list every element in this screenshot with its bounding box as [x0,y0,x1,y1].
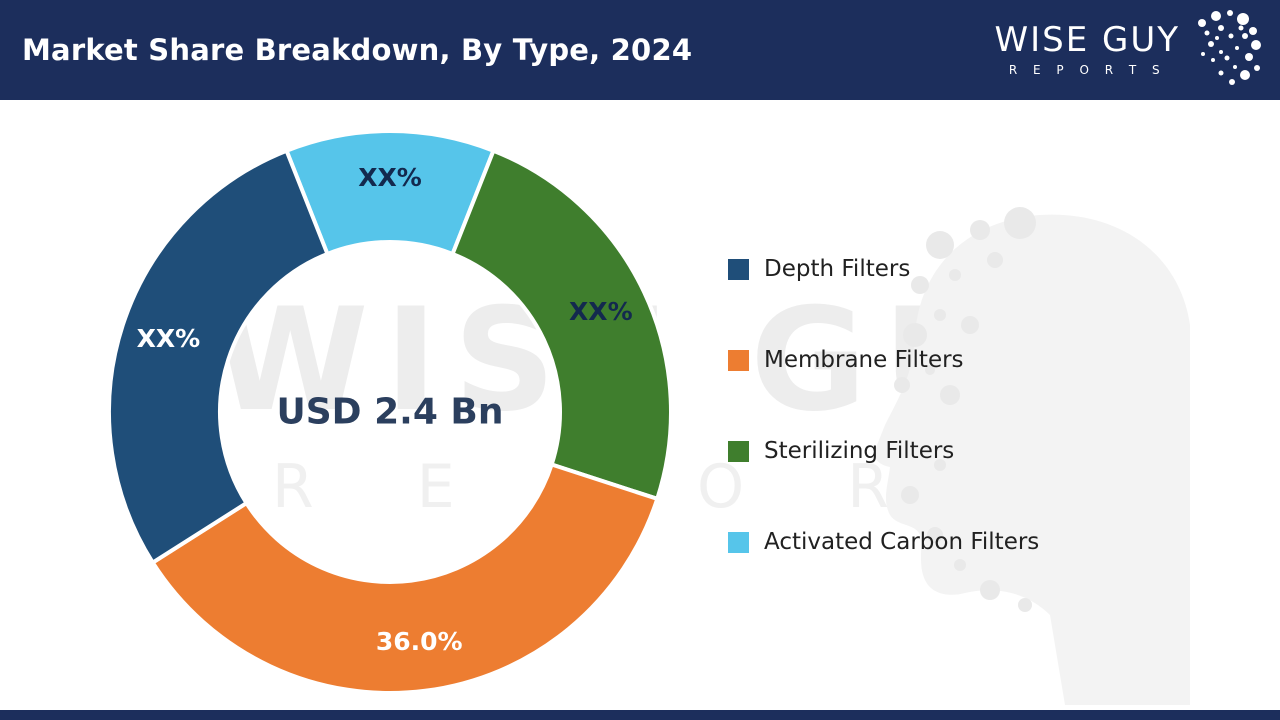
legend-item-depth-filters: Depth Filters [728,258,1039,281]
legend-label: Activated Carbon Filters [764,529,1040,555]
legend-item-sterilizing-filters: Sterilizing Filters [728,440,1039,463]
legend-swatch-depth-filters [728,259,749,280]
donut-slice [150,462,660,695]
legend-label: Membrane Filters [764,347,964,373]
slice-label: XX% [358,163,422,192]
logo-head-dots-icon [1198,10,1261,85]
legend-label: Depth Filters [764,256,911,282]
page-title: Market Share Breakdown, By Type, 2024 [22,33,693,67]
brand-logo-text: WISE GUY R E P O R T S [994,20,1180,77]
legend-label: Sterilizing Filters [764,438,955,464]
donut-slice [107,148,330,565]
brand-logo-tagline: R E P O R T S [1008,62,1166,77]
legend-swatch-activated-carbon-filters [728,532,749,553]
legend-item-membrane-filters: Membrane Filters [728,349,1039,372]
donut-slice [450,148,673,501]
slice-label: 36.0% [376,627,463,656]
legend-swatch-membrane-filters [728,350,749,371]
head-silhouette-watermark [874,207,1190,705]
legend: Depth Filters Membrane Filters Sterilizi… [728,258,1039,554]
slice-label: XX% [569,297,633,326]
chart-area: WISE GUY R E P O R T S XX% XX% 36.0% XX% US… [0,100,1280,710]
brand-logo: WISE GUY R E P O R T S [994,7,1262,93]
donut-chart: XX% XX% 36.0% XX% [107,129,673,695]
header: Market Share Breakdown, By Type, 2024 WI… [0,0,1280,100]
donut-center-value: USD 2.4 Bn [276,391,504,433]
legend-swatch-sterilizing-filters [728,441,749,462]
brand-logo-name: WISE GUY [994,20,1180,61]
legend-item-activated-carbon-filters: Activated Carbon Filters [728,531,1039,554]
slice-label: XX% [137,324,201,353]
footer-bar [0,710,1280,720]
